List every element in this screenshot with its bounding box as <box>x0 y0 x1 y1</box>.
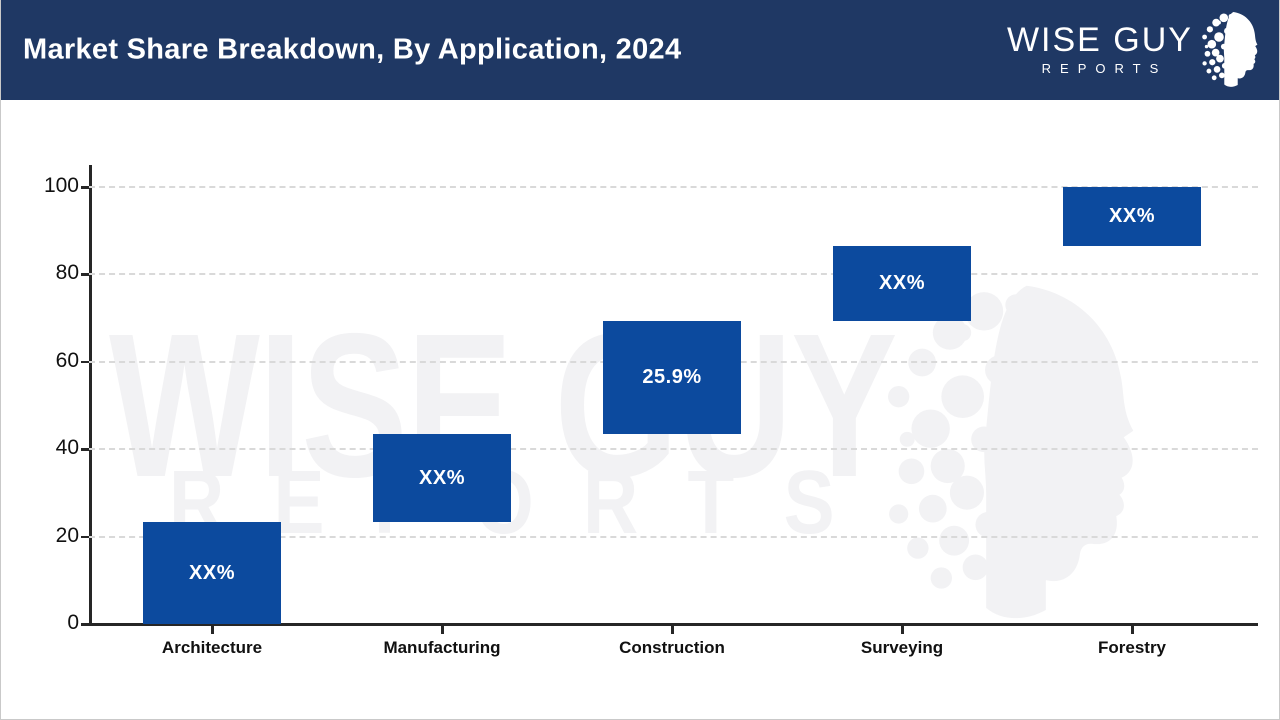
bar-value-label: 25.9% <box>642 365 702 388</box>
y-tick-label: 60 <box>55 348 79 372</box>
y-tick-label: 40 <box>55 436 79 460</box>
y-tick-label: 0 <box>67 611 79 634</box>
y-axis-line <box>89 165 92 626</box>
logo-wordmark: WISE GUY <box>1006 21 1193 60</box>
gridline <box>89 273 1258 276</box>
y-tick-label: 20 <box>55 523 79 547</box>
y-tick-mark <box>81 623 89 626</box>
chart-area: WISE GUY REPORTS 0 20 40 60 80 100 XX% Architec… <box>1 100 1279 719</box>
bar-value-label: XX% <box>189 561 235 584</box>
y-tick-mark <box>81 360 89 364</box>
x-axis-label: Surveying <box>860 638 944 657</box>
y-tick-label: 100 <box>43 174 79 197</box>
x-axis-label: Architecture <box>161 638 263 657</box>
page-title: Market Share Breakdown, By Application, … <box>23 33 682 66</box>
x-tick-mark <box>211 626 214 634</box>
bar-manufacturing: XX% <box>373 433 511 523</box>
y-tick-mark <box>81 535 89 539</box>
x-axis-line <box>89 623 1258 626</box>
bar-surveying: XX% <box>833 245 971 321</box>
x-tick-mark <box>671 626 674 634</box>
bar-architecture: XX% <box>143 522 281 624</box>
y-tick-mark <box>81 186 89 189</box>
bar-value-label: XX% <box>1109 204 1155 227</box>
brand-logo: WISE GUY REPORTS <box>1007 6 1267 92</box>
logo-head-icon <box>1202 12 1258 87</box>
y-tick-mark <box>81 273 89 276</box>
plot: 0 20 40 60 80 100 XX% Architecture XX% Manufactur… <box>1 100 1279 719</box>
x-tick-mark <box>1131 626 1134 634</box>
y-tick-label: 80 <box>55 261 79 285</box>
bar-value-label: XX% <box>419 466 465 489</box>
y-tick-mark <box>81 448 89 451</box>
bar-value-label: XX% <box>879 271 925 294</box>
gridline <box>89 186 1258 188</box>
gridline <box>89 535 1258 538</box>
logo-subtext: REPORTS <box>1041 60 1168 76</box>
x-axis-label: Manufacturing <box>383 638 501 657</box>
x-axis-label: Forestry <box>1097 638 1167 657</box>
brand-logo-text: WISE GUY REPORTS <box>1006 21 1193 76</box>
gridline <box>89 448 1258 451</box>
x-axis-label: Construction <box>619 638 725 657</box>
x-tick-mark <box>901 626 904 634</box>
bar-forestry: XX% <box>1063 187 1201 246</box>
x-tick-mark <box>441 626 444 634</box>
header-banner: Market Share Breakdown, By Application, … <box>1 0 1279 100</box>
bar-construction: 25.9% <box>603 320 741 434</box>
watermark-head-icon <box>888 285 1134 619</box>
